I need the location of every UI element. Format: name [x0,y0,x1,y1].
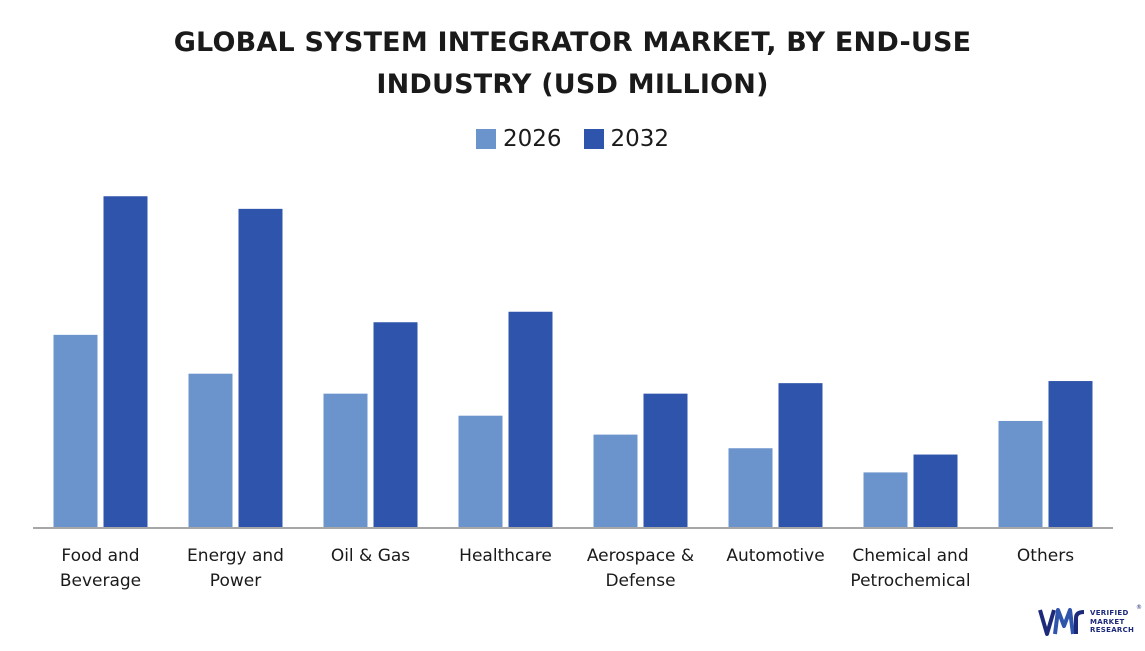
bar-2026-4 [593,434,638,527]
logo-line-3: RESEARCH [1090,626,1135,634]
x-tick-label-6-line-0: Chemical and [852,546,968,566]
registered-mark: ® [1136,604,1142,611]
bar-2026-6 [863,472,908,527]
bar-2026-7 [998,420,1043,527]
legend-swatch-2032 [583,129,604,149]
bar-2026-3 [458,415,503,527]
bar-2026-0 [53,334,98,527]
x-tick-label-0-line-1: Beverage [60,571,141,591]
bar-2032-1 [238,208,283,527]
bar-2032-5 [778,383,823,527]
chart-title-line-1: GLOBAL SYSTEM INTEGRATOR MARKET, BY END-… [173,27,972,58]
bar-2032-4 [643,393,688,527]
x-tick-label-3-line-0: Healthcare [459,546,552,566]
legend-item-2026: 2026 [475,126,562,152]
bar-2026-1 [188,373,233,527]
logo-text: VERIFIED MARKET RESEARCH [1090,609,1134,635]
x-tick-label-4-line-0: Aerospace & [587,546,694,566]
legend-item-2032: 2032 [583,126,670,152]
bar-2032-3 [508,311,553,527]
bar-2032-0 [103,196,148,527]
legend-label-2026: 2026 [502,126,562,152]
x-tick-label-4-line-1: Defense [605,571,675,591]
bar-2026-2 [323,393,368,527]
bar-2026-5 [728,448,773,527]
legend-swatch-2026 [475,129,496,149]
chart-title: GLOBAL SYSTEM INTEGRATOR MARKET, BY END-… [0,22,1145,106]
logo-line-2: MARKET [1090,617,1125,626]
brand-logo: VERIFIED MARKET RESEARCH ® [1038,604,1142,644]
x-tick-label-0-line-0: Food and [61,546,139,566]
chart-legend: 2026 2032 [0,126,1145,152]
legend-label-2032: 2032 [610,126,670,152]
x-tick-label-5-line-0: Automotive [726,546,824,566]
x-tick-label-6-line-1: Petrochemical [850,571,970,591]
chart-title-line-2: INDUSTRY (USD MILLION) [376,69,769,100]
vmr-logo-icon [1038,608,1085,636]
bar-2032-2 [373,322,418,527]
bar-2032-7 [1048,381,1093,527]
logo-line-1: VERIFIED [1090,609,1129,617]
x-tick-label-1-line-0: Energy and [187,546,284,566]
x-tick-label-2-line-0: Oil & Gas [331,546,410,566]
x-tick-label-7-line-0: Others [1017,546,1074,566]
bar-2032-6 [913,454,958,527]
x-tick-label-1-line-1: Power [210,571,261,591]
